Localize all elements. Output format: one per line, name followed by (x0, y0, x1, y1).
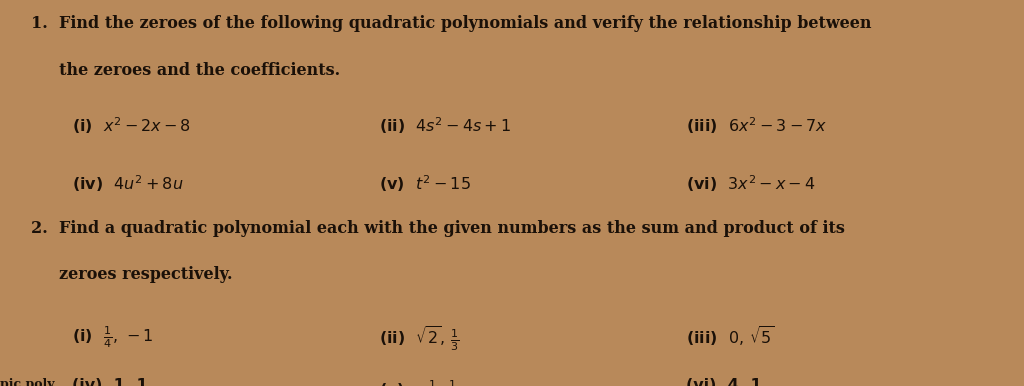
Text: zeroes respectively.: zeroes respectively. (31, 266, 232, 283)
Text: (iv)  $4u^2+8u$: (iv) $4u^2+8u$ (72, 174, 183, 195)
Text: (iii)  $6x^2-3-7x$: (iii) $6x^2-3-7x$ (686, 116, 827, 137)
Text: (ii)  $\sqrt{2},\,\frac{1}{3}$: (ii) $\sqrt{2},\,\frac{1}{3}$ (379, 324, 459, 353)
Text: (ii)  $4s^2-4s+1$: (ii) $4s^2-4s+1$ (379, 116, 511, 137)
Text: (i)  $\frac{1}{4},\,-1$: (i) $\frac{1}{4},\,-1$ (72, 324, 154, 350)
Text: the zeroes and the coefficients.: the zeroes and the coefficients. (31, 62, 340, 79)
Text: (v)  $-\frac{1}{4},\,\frac{1}{4}$: (v) $-\frac{1}{4},\,\frac{1}{4}$ (379, 378, 458, 386)
Text: (i)  $x^2-2x-8$: (i) $x^2-2x-8$ (72, 116, 190, 137)
Text: pic poly: pic poly (0, 378, 54, 386)
Text: (vi)  $3x^2-x-4$: (vi) $3x^2-x-4$ (686, 174, 816, 195)
Text: 1.  Find the zeroes of the following quadratic polynomials and verify the relati: 1. Find the zeroes of the following quad… (31, 15, 871, 32)
Text: (iv)  1, 1: (iv) 1, 1 (72, 378, 147, 386)
Text: 2.  Find a quadratic polynomial each with the given numbers as the sum and produ: 2. Find a quadratic polynomial each with… (31, 220, 845, 237)
Text: (vi)  4, 1: (vi) 4, 1 (686, 378, 762, 386)
Text: (iii)  $0,\,\sqrt{5}$: (iii) $0,\,\sqrt{5}$ (686, 324, 775, 348)
Text: (v)  $t^2-15$: (v) $t^2-15$ (379, 174, 471, 195)
